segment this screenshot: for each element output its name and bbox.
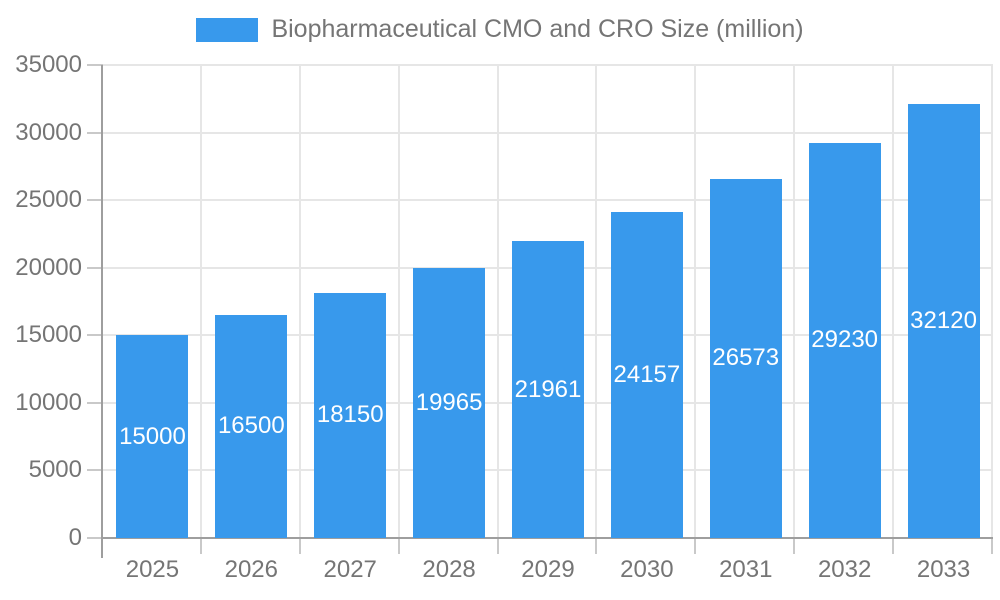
x-axis-tick [793, 538, 796, 554]
y-axis-tick [87, 266, 103, 269]
x-axis-tick [694, 538, 697, 554]
y-axis-tick [87, 401, 103, 404]
gridline-vertical [298, 65, 301, 538]
y-axis-label: 15000 [15, 321, 82, 349]
y-axis-label: 20000 [15, 253, 82, 281]
y-axis-label: 0 [68, 524, 82, 551]
y-axis-tick [87, 199, 103, 202]
bar-value-label: 29230 [811, 326, 879, 354]
bar-value-label: 26573 [712, 344, 780, 372]
x-axis-label: 2033 [916, 556, 971, 583]
y-axis-tick [87, 469, 103, 472]
legend-swatch [196, 17, 259, 42]
gridline-horizontal [103, 199, 993, 202]
gridline-vertical [496, 65, 499, 538]
x-axis-line [103, 537, 993, 539]
y-axis-label: 35000 [15, 51, 82, 78]
x-axis-label: 2029 [521, 556, 575, 583]
y-axis-line [101, 65, 103, 558]
x-axis-tick [595, 538, 598, 554]
x-axis-label: 2032 [817, 556, 872, 583]
y-axis-tick [87, 334, 103, 337]
x-axis-label: 2030 [620, 556, 674, 583]
x-axis-label: 2025 [125, 556, 180, 583]
gridline-horizontal [103, 131, 993, 134]
legend-label: Biopharmaceutical CMO and CRO Size (mill… [271, 15, 804, 43]
gridline-vertical [397, 65, 400, 538]
x-axis-label: 2027 [323, 556, 377, 583]
bar-value-label: 24157 [613, 360, 681, 388]
bar: 24157 [610, 211, 683, 538]
gridline-vertical [694, 65, 697, 538]
x-axis-tick [298, 538, 301, 554]
bar: 21961 [512, 241, 584, 538]
bar-value-label: 18150 [316, 401, 384, 429]
y-axis-label: 25000 [15, 186, 82, 214]
y-axis-tick [87, 64, 103, 66]
bar: 26573 [709, 178, 782, 538]
x-axis-tick [892, 538, 895, 554]
bar: 16500 [215, 315, 288, 538]
x-axis-tick [991, 538, 993, 554]
x-axis-label: 2031 [719, 556, 773, 583]
y-axis-label: 10000 [15, 388, 82, 416]
bar: 18150 [314, 292, 387, 538]
y-axis-tick [87, 537, 103, 539]
x-axis-tick [199, 538, 202, 554]
bar-value-label: 15000 [119, 422, 186, 450]
bar-value-label: 16500 [217, 412, 285, 440]
bar-value-label: 21961 [514, 375, 582, 403]
gridline-vertical [991, 65, 993, 538]
y-axis-label: 30000 [15, 118, 82, 146]
gridline-vertical [793, 65, 796, 538]
bar-value-label: 19965 [415, 389, 483, 417]
bar-value-label: 32120 [910, 306, 977, 334]
bar: 32120 [907, 103, 980, 538]
x-axis-tick [496, 538, 499, 554]
x-axis-label: 2028 [422, 556, 476, 583]
gridline-horizontal [103, 64, 993, 66]
y-axis-label: 5000 [28, 456, 82, 484]
gridline-vertical [199, 65, 202, 538]
gridline-vertical [595, 65, 598, 538]
bar: 19965 [413, 268, 486, 538]
bar: 15000 [116, 335, 189, 538]
bar: 29230 [808, 142, 881, 538]
x-axis-label: 2026 [224, 556, 278, 583]
x-axis-tick [397, 538, 400, 554]
gridline-vertical [892, 65, 895, 538]
chart-legend: Biopharmaceutical CMO and CRO Size (mill… [0, 16, 1000, 43]
y-axis-tick [87, 131, 103, 134]
